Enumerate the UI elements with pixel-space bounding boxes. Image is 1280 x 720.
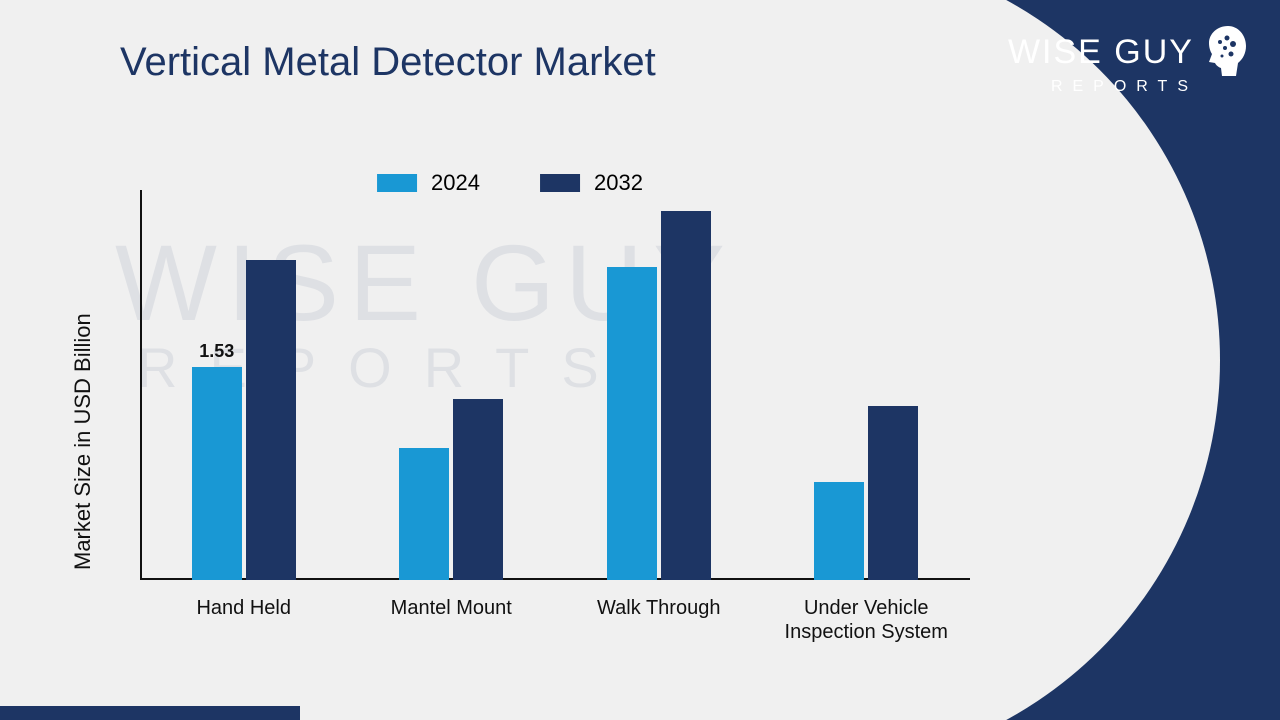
bar xyxy=(661,211,711,580)
bar-group xyxy=(567,190,750,580)
bar xyxy=(399,448,449,580)
y-axis-label: Market Size in USD Billion xyxy=(70,313,96,570)
x-axis-label: Under Vehicle Inspection System xyxy=(775,590,958,700)
logo: WISE GUY REPORTS xyxy=(990,24,1250,96)
bar-group xyxy=(775,190,958,580)
bar xyxy=(607,267,657,580)
bar-value-label: 1.53 xyxy=(199,341,234,362)
bar xyxy=(814,482,864,580)
x-axis-labels: Hand HeldMantel MountWalk ThroughUnder V… xyxy=(140,590,970,700)
page: WISE GUY REPORTS Vertical Metal Detector… xyxy=(0,0,1280,720)
x-axis-label: Hand Held xyxy=(152,590,335,700)
bar xyxy=(246,260,296,580)
chart-area: Market Size in USD Billion 2024 2032 1.5… xyxy=(50,170,970,700)
bar xyxy=(453,399,503,580)
bottom-strip xyxy=(0,706,300,720)
bar xyxy=(868,406,918,580)
x-axis-label: Mantel Mount xyxy=(360,590,543,700)
bar-group: 1.53 xyxy=(152,190,335,580)
logo-head-icon xyxy=(1200,24,1250,80)
plot: 1.53 xyxy=(140,190,970,580)
chart-title: Vertical Metal Detector Market xyxy=(120,40,656,85)
bar: 1.53 xyxy=(192,367,242,580)
x-axis-label: Walk Through xyxy=(567,590,750,700)
bar-groups: 1.53 xyxy=(140,190,970,580)
logo-text-main: WISE GUY xyxy=(1008,33,1194,72)
bar-group xyxy=(360,190,543,580)
logo-text-sub: REPORTS xyxy=(1051,78,1198,96)
